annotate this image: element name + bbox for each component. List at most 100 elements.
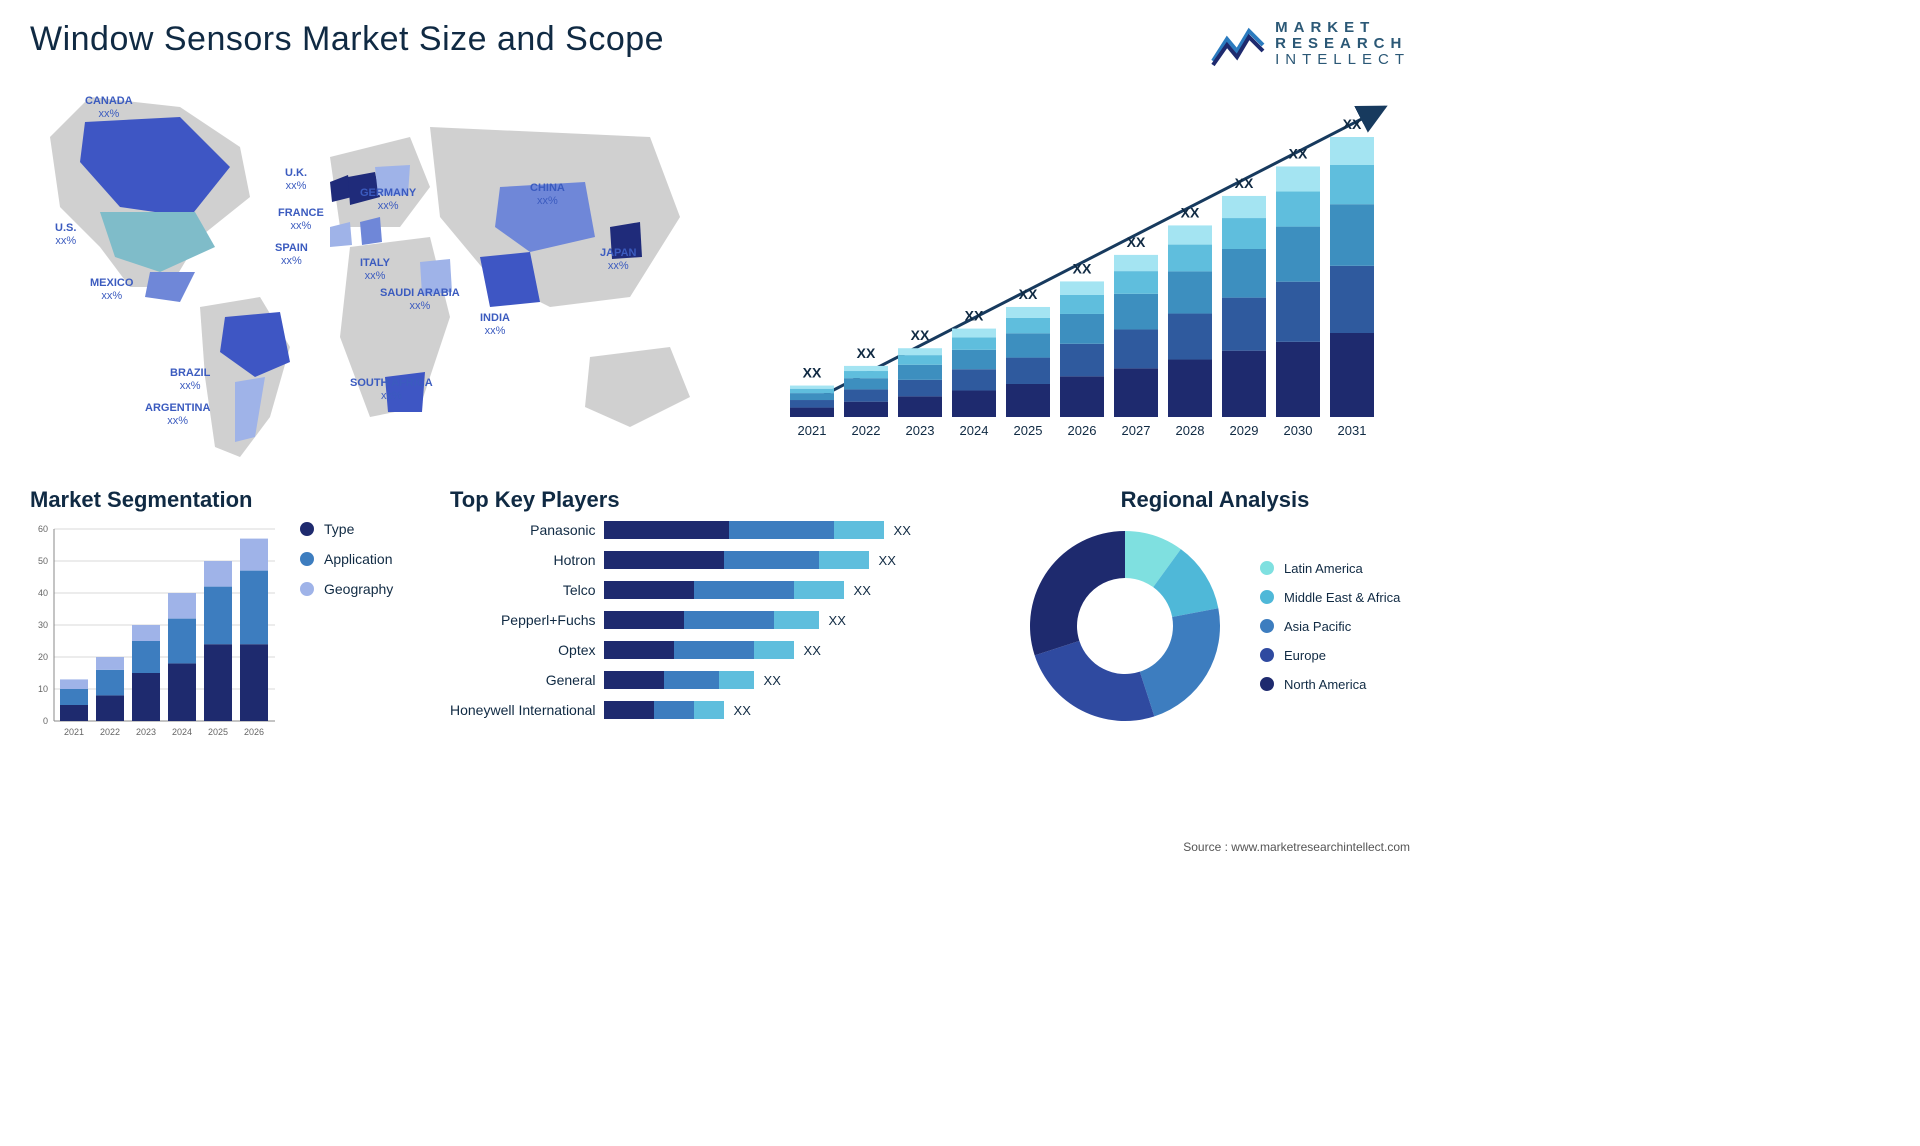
player-bar-value: XX xyxy=(854,583,871,598)
key-players-title: Top Key Players xyxy=(450,487,990,513)
legend-swatch xyxy=(1260,677,1274,691)
svg-text:XX: XX xyxy=(1073,261,1092,277)
regional-panel: Regional Analysis Latin America Middle Ea… xyxy=(1020,487,1410,751)
segmentation-chart: 0102030405060202120222023202420252026 xyxy=(30,521,280,751)
player-bar-segment xyxy=(604,551,724,569)
logo-line-3: INTELLECT xyxy=(1275,52,1410,68)
segmentation-legend-item: Geography xyxy=(300,581,393,597)
player-bar-segment xyxy=(604,521,729,539)
map-label-canada: CANADAxx% xyxy=(85,95,133,120)
svg-text:40: 40 xyxy=(38,588,48,598)
page-title: Window Sensors Market Size and Scope xyxy=(30,20,664,59)
regional-donut-chart xyxy=(1020,521,1230,731)
brand-logo: MARKET RESEARCH INTELLECT xyxy=(1209,20,1410,67)
player-bar-row: XX xyxy=(604,671,990,689)
svg-text:2021: 2021 xyxy=(64,727,84,737)
player-bar-value: XX xyxy=(764,673,781,688)
logo-icon xyxy=(1209,21,1267,67)
map-label-italy: ITALYxx% xyxy=(360,257,390,282)
svg-text:XX: XX xyxy=(1343,116,1362,132)
regional-legend-item: North America xyxy=(1260,677,1400,692)
svg-text:2025: 2025 xyxy=(208,727,228,737)
svg-text:2029: 2029 xyxy=(1230,423,1259,438)
regional-legend-item: Latin America xyxy=(1260,561,1400,576)
key-players-names: PanasonicHotronTelcoPepperl+FuchsOptexGe… xyxy=(450,521,604,719)
svg-text:XX: XX xyxy=(803,365,822,381)
segmentation-panel: Market Segmentation 01020304050602021202… xyxy=(30,487,420,751)
svg-text:2022: 2022 xyxy=(852,423,881,438)
player-bar-segment xyxy=(719,671,754,689)
player-name: Honeywell International xyxy=(450,701,596,719)
segmentation-legend-item: Type xyxy=(300,521,393,537)
player-name: Pepperl+Fuchs xyxy=(450,611,596,629)
svg-text:XX: XX xyxy=(857,345,876,361)
svg-text:30: 30 xyxy=(38,620,48,630)
regional-legend-item: Asia Pacific xyxy=(1260,619,1400,634)
svg-text:60: 60 xyxy=(38,524,48,534)
player-bar-row: XX xyxy=(604,521,990,539)
map-label-spain: SPAINxx% xyxy=(275,242,308,267)
regional-title: Regional Analysis xyxy=(1020,487,1410,513)
player-bar-row: XX xyxy=(604,551,990,569)
logo-line-1: MARKET xyxy=(1275,20,1410,36)
map-label-germany: GERMANYxx% xyxy=(360,187,416,212)
player-bar-value: XX xyxy=(879,553,896,568)
map-label-u-s-: U.S.xx% xyxy=(55,222,76,247)
svg-text:2031: 2031 xyxy=(1338,423,1367,438)
player-bar-value: XX xyxy=(894,523,911,538)
key-players-panel: Top Key Players PanasonicHotronTelcoPepp… xyxy=(450,487,990,751)
svg-text:XX: XX xyxy=(1181,205,1200,221)
player-bar-value: XX xyxy=(734,703,751,718)
svg-text:2023: 2023 xyxy=(906,423,935,438)
player-bar-value: XX xyxy=(829,613,846,628)
svg-text:2026: 2026 xyxy=(1068,423,1097,438)
player-bar-segment xyxy=(604,701,654,719)
legend-label: Middle East & Africa xyxy=(1284,590,1400,605)
svg-text:XX: XX xyxy=(1019,286,1038,302)
legend-label: Latin America xyxy=(1284,561,1363,576)
growth-stacked-bar-chart: XX2021XX2022XX2023XX2024XX2025XX2026XX20… xyxy=(770,77,1410,467)
map-label-india: INDIAxx% xyxy=(480,312,510,337)
legend-swatch xyxy=(300,552,314,566)
player-bar-segment xyxy=(664,671,719,689)
map-label-brazil: BRAZILxx% xyxy=(170,367,210,392)
svg-text:XX: XX xyxy=(1127,234,1146,250)
player-bar-segment xyxy=(604,581,694,599)
player-bar-segment xyxy=(794,581,844,599)
regional-legend-item: Europe xyxy=(1260,648,1400,663)
regional-legend: Latin America Middle East & Africa Asia Pa… xyxy=(1260,561,1400,692)
player-bar-segment xyxy=(774,611,819,629)
svg-text:XX: XX xyxy=(965,308,984,324)
source-citation: Source : www.marketresearchintellect.com xyxy=(1183,840,1410,854)
player-bar-value: XX xyxy=(804,643,821,658)
player-bar-segment xyxy=(674,641,754,659)
legend-label: Type xyxy=(324,521,354,537)
player-bar-segment xyxy=(604,611,684,629)
svg-text:2025: 2025 xyxy=(1014,423,1043,438)
player-name: General xyxy=(450,671,596,689)
player-name: Hotron xyxy=(450,551,596,569)
svg-text:2024: 2024 xyxy=(960,423,989,438)
map-label-japan: JAPANxx% xyxy=(600,247,636,272)
map-label-mexico: MEXICOxx% xyxy=(90,277,133,302)
player-name: Telco xyxy=(450,581,596,599)
svg-text:2022: 2022 xyxy=(100,727,120,737)
svg-text:10: 10 xyxy=(38,684,48,694)
svg-text:2030: 2030 xyxy=(1284,423,1313,438)
svg-text:2028: 2028 xyxy=(1176,423,1205,438)
player-bar-segment xyxy=(834,521,884,539)
logo-line-2: RESEARCH xyxy=(1275,36,1410,52)
legend-swatch xyxy=(1260,619,1274,633)
player-bar-row: XX xyxy=(604,581,990,599)
map-label-south-africa: SOUTH AFRICAxx% xyxy=(350,377,433,402)
svg-text:2026: 2026 xyxy=(244,727,264,737)
svg-text:XX: XX xyxy=(1289,146,1308,162)
world-map-panel: CANADAxx%U.S.xx%MEXICOxx%BRAZILxx%ARGENT… xyxy=(30,77,730,467)
player-bar-segment xyxy=(604,641,674,659)
legend-swatch xyxy=(300,522,314,536)
player-bar-segment xyxy=(729,521,834,539)
legend-label: North America xyxy=(1284,677,1366,692)
segmentation-title: Market Segmentation xyxy=(30,487,420,513)
player-bar-row: XX xyxy=(604,611,990,629)
key-players-bars: XX XX XX XX XX XX XX xyxy=(604,521,990,719)
